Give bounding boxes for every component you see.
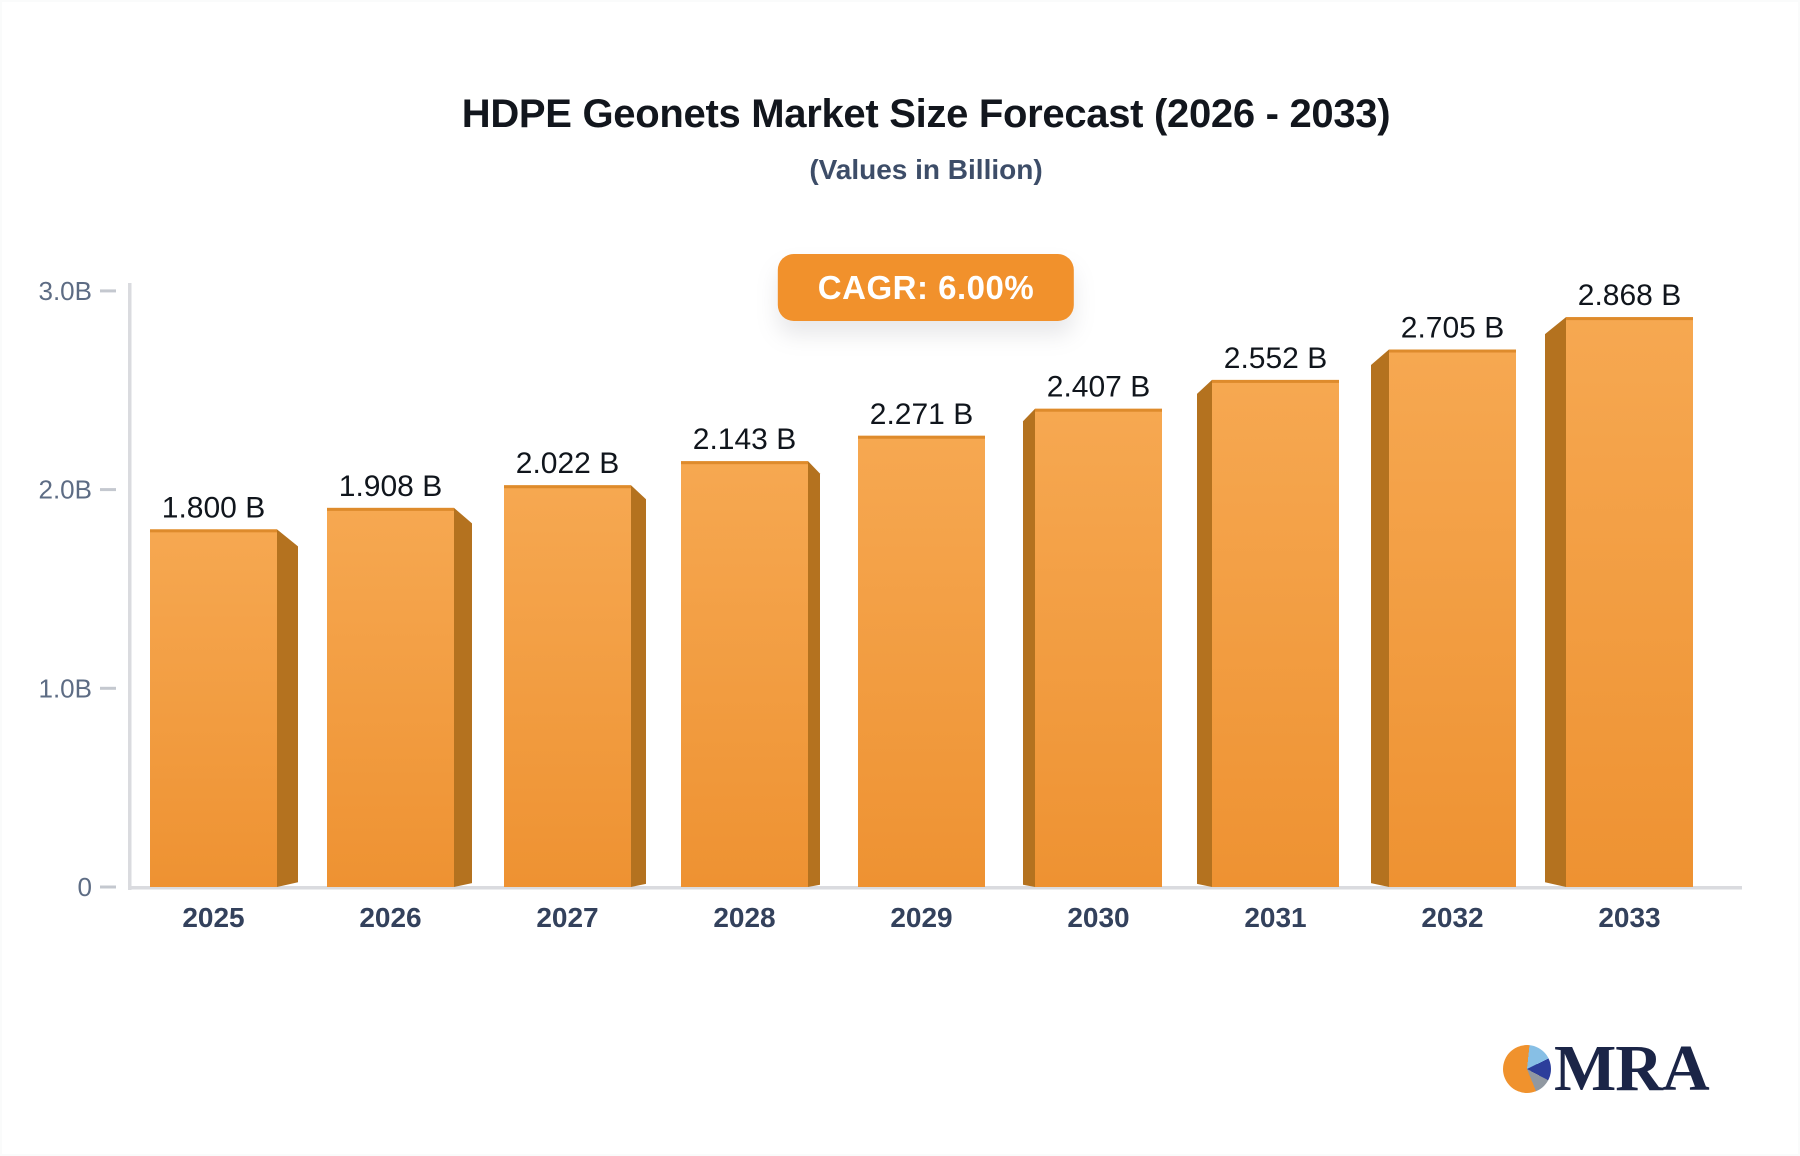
bar-top-edge-2028 — [681, 461, 808, 465]
bar-top-edge-2032 — [1389, 349, 1516, 353]
chart-header: HDPE Geonets Market Size Forecast (2026 … — [462, 92, 1391, 186]
bar-top-edge-2033 — [1566, 317, 1693, 321]
mra-logo-text: MRA — [1554, 1032, 1710, 1105]
x-axis-label-2025: 2025 — [182, 902, 244, 933]
bar-2031 — [1212, 379, 1339, 887]
y-axis-tick-label: 0 — [78, 872, 92, 902]
bar-value-label-2032: 2.705 B — [1401, 312, 1504, 345]
bar-side-2032 — [1371, 349, 1389, 888]
x-axis-label-2027: 2027 — [536, 902, 598, 933]
x-axis-line — [128, 886, 1742, 890]
x-axis-label-2030: 2030 — [1067, 902, 1129, 933]
x-axis-label-2026: 2026 — [359, 902, 421, 933]
cagr-badge-label: CAGR: 6.00% — [817, 269, 1035, 306]
y-axis-tick — [100, 289, 116, 293]
x-axis-label-2033: 2033 — [1598, 902, 1660, 933]
bar-top-edge-2025 — [150, 529, 277, 533]
bar-top-edge-2026 — [327, 507, 454, 511]
bar-top-edge-2030 — [1035, 408, 1162, 412]
bar-top-edge-2029 — [858, 435, 985, 439]
y-axis-tick — [100, 488, 116, 492]
mra-logo: MRA — [1503, 1032, 1710, 1105]
bar-side-2033 — [1545, 317, 1566, 887]
bar-value-label-2033: 2.868 B — [1578, 279, 1681, 312]
bar-value-label-2031: 2.552 B — [1224, 342, 1327, 375]
bar-chart: 0 1.0B 2.0B 3.0B 1.800 B 2025 1.908 B 2026 2.022… — [39, 276, 1742, 933]
x-axis-label-2029: 2029 — [890, 902, 952, 933]
bar-side-2026 — [454, 507, 472, 887]
bar-2026 — [327, 507, 454, 887]
bar-value-label-2029: 2.271 B — [870, 398, 973, 431]
bar-2032 — [1389, 349, 1516, 888]
bar-2033 — [1566, 317, 1693, 887]
y-axis-tick — [100, 885, 116, 889]
bar-2028 — [681, 461, 808, 887]
y-axis-tick-label: 1.0B — [39, 673, 93, 703]
bar-side-2027 — [631, 485, 646, 887]
bar-top-edge-2027 — [504, 485, 631, 489]
y-axis-tick-label: 2.0B — [39, 475, 93, 505]
y-axis-line — [128, 283, 132, 890]
chart-title: HDPE Geonets Market Size Forecast (2026 … — [461, 92, 1391, 136]
bar-value-label-2030: 2.407 B — [1047, 371, 1150, 404]
bar-side-2031 — [1197, 379, 1212, 887]
bar-value-label-2025: 1.800 B — [162, 491, 265, 524]
bar-2029 — [858, 435, 985, 887]
bar-2027 — [504, 485, 631, 887]
x-axis-label-2032: 2032 — [1421, 902, 1483, 933]
y-axis-tick — [100, 686, 116, 690]
bar-value-label-2028: 2.143 B — [693, 423, 796, 456]
bar-2030 — [1035, 408, 1162, 887]
bar-side-2030 — [1023, 408, 1035, 887]
mra-logo-pie-icon — [1503, 1045, 1551, 1093]
bar-2025 — [150, 529, 277, 887]
bar-top-edge-2031 — [1212, 379, 1339, 383]
x-axis-label-2031: 2031 — [1244, 902, 1306, 933]
bar-value-label-2026: 1.908 B — [339, 470, 442, 503]
cagr-badge: CAGR: 6.00% — [777, 254, 1075, 321]
chart-subtitle: (Values in Billion) — [809, 154, 1043, 185]
x-axis-label-2028: 2028 — [713, 902, 775, 933]
bar-side-2028 — [808, 461, 820, 887]
y-axis-tick-label: 3.0B — [39, 276, 93, 306]
bar-value-label-2027: 2.022 B — [516, 447, 619, 480]
bar-side-2025 — [277, 529, 298, 887]
